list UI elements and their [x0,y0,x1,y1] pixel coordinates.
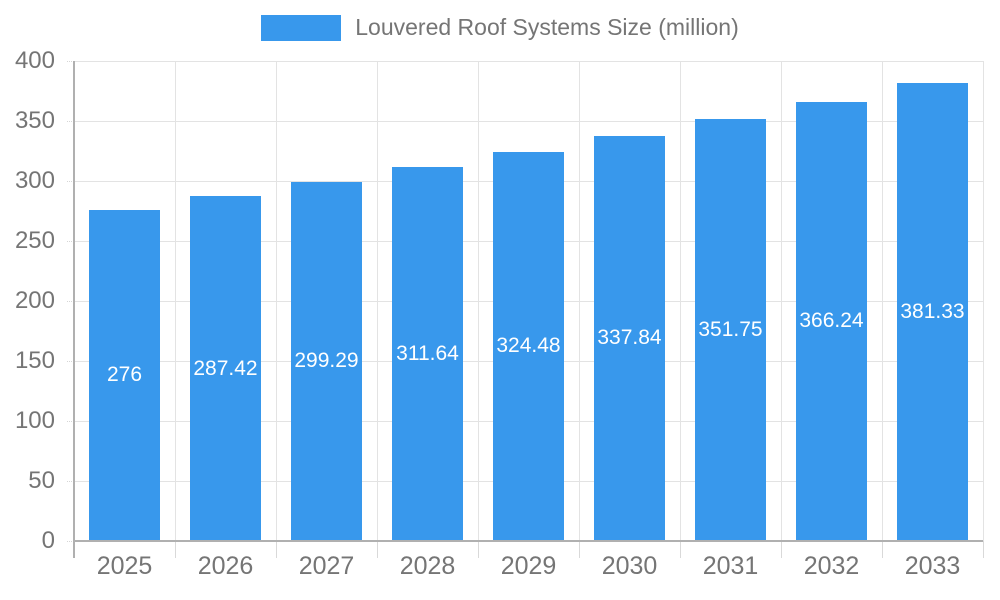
y-axis-tick-label: 200 [14,287,55,314]
y-axis-tick-label: 50 [28,467,55,494]
bar-value-label: 311.64 [396,342,459,366]
y-axis-tick-label: 100 [14,407,55,434]
x-axis-tick-label: 2032 [803,552,860,580]
y-axis-tick [67,181,74,182]
y-axis-tick [67,61,74,62]
y-axis-tick-label: 150 [14,347,55,374]
x-axis-tick-label: 2031 [702,552,759,580]
bar-value-label: 351.75 [698,317,763,341]
gridline-vertical [175,61,176,541]
bar-value-label: 324.48 [496,334,561,358]
x-axis-line [74,540,983,542]
bar-2028 [391,167,464,541]
x-axis-tick [882,541,883,558]
legend-item[interactable]: Louvered Roof Systems Size (million) [261,14,739,41]
legend-swatch-icon [261,14,342,41]
x-axis-tick-label: 2028 [399,552,456,580]
gridline-vertical [478,61,479,541]
gridline-vertical [579,61,580,541]
bar-2029 [492,151,565,541]
bar-value-label: 287.42 [193,356,258,380]
y-axis-tick [67,481,74,482]
y-axis-tick [67,241,74,242]
gridline-vertical [276,61,277,541]
gridline-horizontal [74,121,983,122]
bar-2033 [896,83,969,541]
x-axis-tick [175,541,176,558]
gridline-vertical [983,61,984,541]
x-axis-tick [781,541,782,558]
bar-2025 [88,209,161,541]
bar-value-label: 381.33 [900,300,965,324]
bar-2031 [694,118,767,541]
y-axis-line [73,61,75,558]
x-axis-tick [983,541,984,558]
y-axis-tick [67,421,74,422]
y-axis-tick-label: 300 [14,167,55,194]
y-axis-tick [67,121,74,122]
y-axis-tick [67,301,74,302]
gridline-horizontal [74,61,983,62]
bar-value-label: 299.29 [294,349,359,373]
bar-2026 [189,196,262,541]
x-axis-tick [579,541,580,558]
x-axis-tick-label: 2033 [904,552,961,580]
gridline-vertical [377,61,378,541]
x-axis-tick [276,541,277,558]
bar-value-label: 366.24 [799,309,864,333]
y-axis-tick [67,541,74,542]
gridline-vertical [680,61,681,541]
bar-2027 [290,181,363,541]
chart-legend: Louvered Roof Systems Size (million) [0,14,1000,41]
y-axis-tick-label: 350 [14,107,55,134]
gridline-vertical [781,61,782,541]
x-axis-tick [377,541,378,558]
x-axis-tick-label: 2030 [601,552,658,580]
legend-label: Louvered Roof Systems Size (million) [355,14,739,40]
bar-value-label: 276 [106,363,143,387]
plot-area: 276 287.42 299.29 311.64 324.48 337.84 351.75 3… [67,61,984,558]
gridline-vertical [882,61,883,541]
y-axis-tick-label: 250 [14,227,55,254]
bar-2030 [593,135,666,541]
y-axis-tick-label: 400 [14,47,55,74]
y-axis-tick-label: 0 [41,527,55,554]
x-axis-tick [680,541,681,558]
bar-2032 [795,101,868,541]
x-axis-tick-label: 2026 [197,552,254,580]
x-axis-tick [478,541,479,558]
y-axis-tick [67,361,74,362]
x-axis-tick-label: 2025 [96,552,153,580]
x-axis-tick-label: 2027 [298,552,355,580]
bar-value-label: 337.84 [597,326,662,350]
x-axis-tick-label: 2029 [500,552,557,580]
